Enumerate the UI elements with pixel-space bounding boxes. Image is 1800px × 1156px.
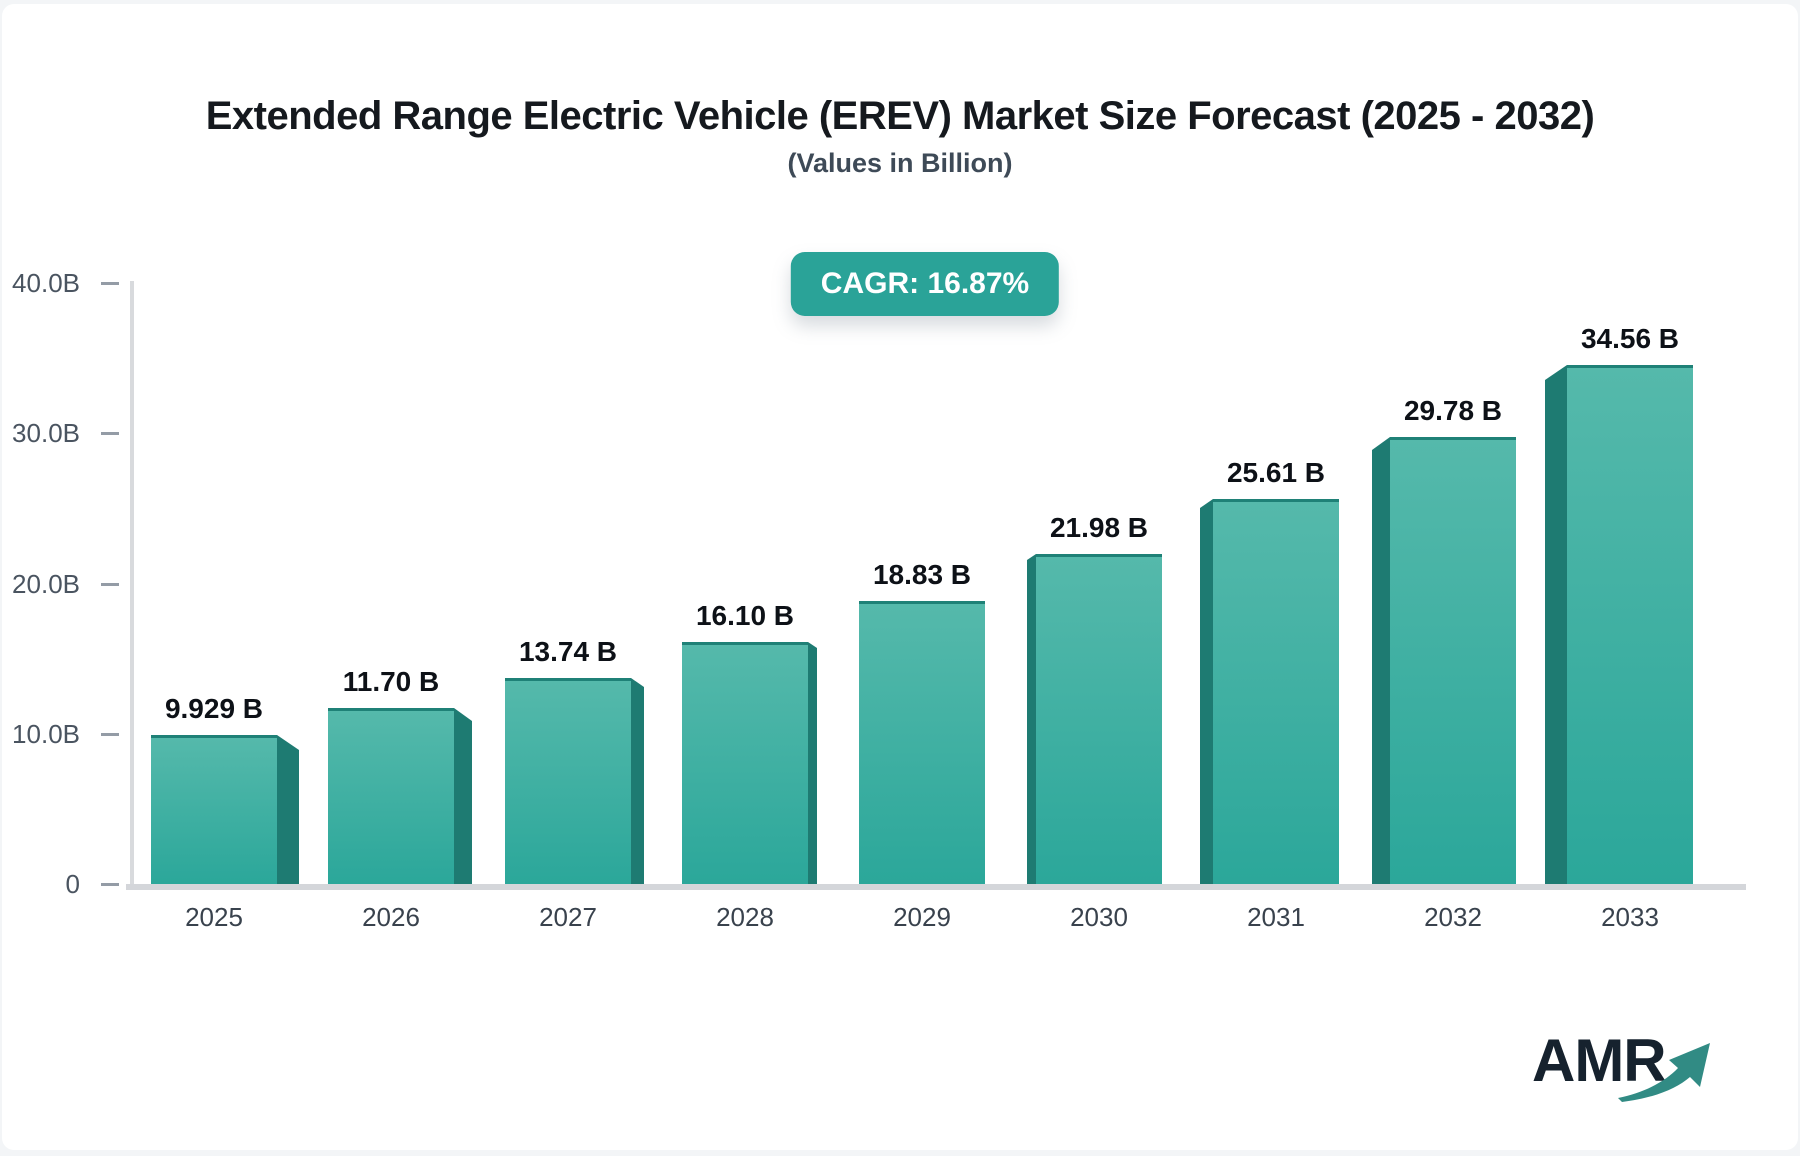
y-axis-tick-20.0B: [101, 582, 119, 586]
x-axis-label-2031: 2031: [1247, 902, 1305, 932]
y-axis-tick-10.0B: [101, 732, 119, 736]
y-axis-tick-30.0B: [101, 432, 119, 436]
bar-side-2031: [1200, 499, 1213, 884]
y-axis-label-0: 0: [65, 869, 80, 899]
bar-2033[interactable]: [1567, 365, 1693, 884]
x-axis-label-2030: 2030: [1070, 902, 1128, 932]
bar-value-label-2032: 29.78 B: [1403, 395, 1503, 426]
x-axis-label-2025: 2025: [185, 902, 243, 932]
bar-side-2030: [1027, 554, 1036, 884]
bar-value-label-2026: 11.70 B: [342, 666, 440, 697]
y-axis-label-40.0B: 40.0B: [12, 268, 80, 298]
bar-side-2032: [1372, 437, 1390, 884]
bar-value-label-2027: 13.74 B: [518, 636, 618, 667]
y-axis-tick-40.0B: [101, 282, 119, 285]
bar-side-2027: [631, 678, 644, 884]
bar-2031[interactable]: [1213, 499, 1339, 884]
bar-value-label-2028: 16.10 B: [695, 600, 795, 631]
bar-side-2026: [454, 708, 472, 884]
bar-2026[interactable]: [328, 708, 454, 884]
bar-side-2028: [808, 642, 817, 884]
bar-value-label-2031: 25.61 B: [1226, 457, 1326, 488]
x-axis-line: [126, 884, 1746, 890]
bar-value-label-2029: 18.83 B: [872, 559, 972, 590]
bar-value-label-2025: 9.929 B: [164, 693, 264, 724]
x-axis-label-2029: 2029: [893, 902, 951, 932]
bar-2030[interactable]: [1036, 554, 1162, 884]
y-axis-line: [130, 281, 134, 884]
bar-value-label-2033: 34.56 B: [1580, 323, 1680, 354]
amr-logo: AMR: [1532, 1026, 1742, 1116]
x-axis-label-2028: 2028: [716, 902, 774, 932]
bar-2027[interactable]: [505, 678, 631, 884]
bar-2025[interactable]: [151, 735, 277, 884]
x-axis-label-2032: 2032: [1424, 902, 1482, 932]
y-axis-tick-0: [101, 883, 119, 886]
y-axis-label-20.0B: 20.0B: [12, 568, 80, 599]
y-axis-label-10.0B: 10.0B: [12, 718, 80, 749]
y-axis-label-30.0B: 30.0B: [12, 418, 80, 449]
bar-side-2025: [277, 735, 299, 884]
growth-arrow-icon: [1618, 1043, 1710, 1102]
bar-2029[interactable]: [859, 601, 985, 884]
bar-2032[interactable]: [1390, 437, 1516, 884]
cagr-badge: CAGR: 16.87%: [790, 252, 1060, 316]
x-axis-label-2033: 2033: [1601, 902, 1659, 932]
chart-title: Extended Range Electric Vehicle (EREV) M…: [205, 94, 1595, 138]
x-axis-label-2027: 2027: [539, 902, 597, 932]
bar-value-label-2030: 21.98 B: [1049, 512, 1149, 543]
chart-subtitle: (Values in Billion): [787, 148, 1013, 178]
amr-logo-text: AMR: [1532, 1027, 1667, 1094]
bar-2028[interactable]: [682, 642, 808, 884]
bar-side-2033: [1545, 365, 1567, 884]
x-axis-label-2026: 2026: [362, 902, 420, 932]
